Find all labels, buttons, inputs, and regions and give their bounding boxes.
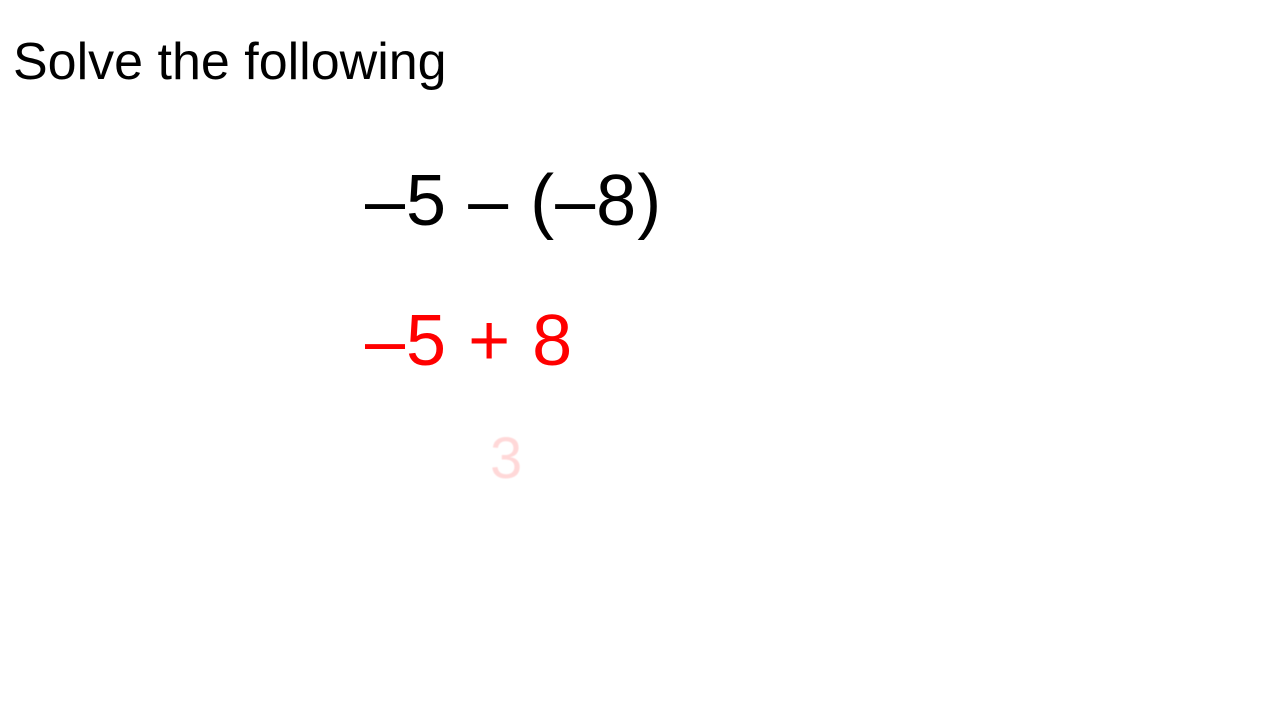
expression-original: –5 – (–8): [365, 160, 662, 242]
instruction-heading: Solve the following: [13, 32, 447, 92]
expression-simplified: –5 + 8: [365, 300, 573, 382]
expression-result-faded: 3: [490, 425, 523, 492]
